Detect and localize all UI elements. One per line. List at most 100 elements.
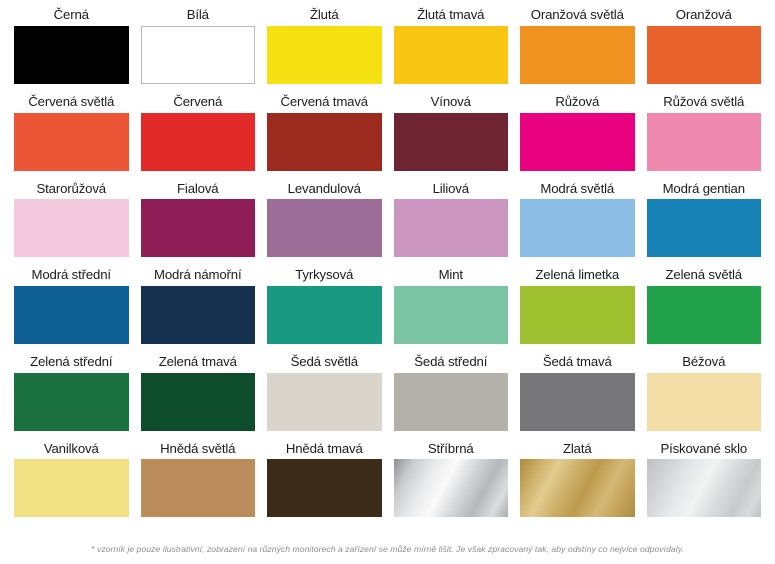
- swatch-cell[interactable]: Tyrkysová: [261, 264, 388, 351]
- swatch-chip[interactable]: [646, 112, 761, 171]
- swatch-label: Hnědá světlá: [160, 440, 236, 456]
- swatch-label: Šedá světlá: [290, 354, 358, 370]
- swatch-cell[interactable]: Béžová: [641, 351, 768, 438]
- swatch-cell[interactable]: Zelená tmavá: [135, 351, 262, 438]
- swatch-cell[interactable]: Hnědá tmavá: [261, 437, 388, 524]
- swatch-chip[interactable]: [520, 286, 635, 345]
- swatch-cell[interactable]: Červená světlá: [8, 91, 135, 178]
- swatch-label: Šedá tmavá: [542, 354, 612, 370]
- swatch-chip[interactable]: [393, 199, 508, 258]
- swatch-chip[interactable]: [140, 459, 255, 518]
- swatch-cell[interactable]: Modrá námořní: [135, 264, 262, 351]
- swatch-cell[interactable]: Modrá střední: [8, 264, 135, 351]
- swatch-cell[interactable]: Zlatá: [514, 437, 641, 524]
- swatch-cell[interactable]: Šedá světlá: [261, 351, 388, 438]
- swatch-chip[interactable]: [14, 372, 129, 431]
- swatch-chip[interactable]: [646, 286, 761, 345]
- swatch-cell[interactable]: Modrá gentian: [641, 177, 768, 264]
- swatch-chip[interactable]: [140, 286, 255, 345]
- swatch-cell[interactable]: Šedá tmavá: [514, 351, 641, 438]
- swatch-label: Oranžová: [675, 7, 732, 23]
- swatch-cell[interactable]: Levandulová: [261, 177, 388, 264]
- swatch-label: Zlatá: [562, 440, 592, 456]
- swatch-label: Růžová světlá: [663, 94, 745, 110]
- swatch-cell[interactable]: Šedá střední: [388, 351, 515, 438]
- swatch-chip[interactable]: [393, 372, 508, 431]
- swatch-chip[interactable]: [267, 286, 382, 345]
- swatch-chip[interactable]: [140, 199, 255, 258]
- swatch-cell[interactable]: Oranžová světlá: [514, 4, 641, 91]
- swatch-label: Mint: [438, 267, 463, 283]
- swatch-chip[interactable]: [393, 286, 508, 345]
- swatch-cell[interactable]: Vínová: [388, 91, 515, 178]
- swatch-label: Šedá střední: [414, 354, 488, 370]
- swatch-cell[interactable]: Modrá světlá: [514, 177, 641, 264]
- swatch-cell[interactable]: Zelená střední: [8, 351, 135, 438]
- swatch-label: Stříbrná: [427, 440, 474, 456]
- swatch-chip[interactable]: [267, 199, 382, 258]
- swatch-label: Červená tmavá: [280, 94, 369, 110]
- swatch-chip[interactable]: [520, 459, 635, 518]
- swatch-label: Starorůžová: [36, 180, 107, 196]
- swatch-label: Pískované sklo: [660, 440, 748, 456]
- swatch-chip[interactable]: [267, 112, 382, 171]
- swatch-chip[interactable]: [267, 372, 382, 431]
- swatch-chip[interactable]: [393, 112, 508, 171]
- swatch-chip[interactable]: [14, 199, 129, 258]
- swatch-cell[interactable]: Červená tmavá: [261, 91, 388, 178]
- swatch-chip[interactable]: [140, 372, 255, 431]
- swatch-cell[interactable]: Červená: [135, 91, 262, 178]
- swatch-cell[interactable]: Bílá: [135, 4, 262, 91]
- swatch-chip[interactable]: [520, 199, 635, 258]
- swatch-cell[interactable]: Starorůžová: [8, 177, 135, 264]
- swatch-label: Růžová: [555, 94, 600, 110]
- swatch-chip[interactable]: [14, 286, 129, 345]
- swatch-cell[interactable]: Růžová: [514, 91, 641, 178]
- swatch-label: Bílá: [186, 7, 209, 23]
- swatch-chip[interactable]: [646, 372, 761, 431]
- swatch-chip[interactable]: [14, 26, 129, 84]
- swatch-chip[interactable]: [267, 459, 382, 518]
- swatch-cell[interactable]: Mint: [388, 264, 515, 351]
- swatch-chip[interactable]: [393, 459, 508, 518]
- swatch-chip[interactable]: [14, 112, 129, 171]
- swatch-label: Červená světlá: [28, 94, 115, 110]
- swatch-chip[interactable]: [520, 26, 635, 84]
- swatch-cell[interactable]: Liliová: [388, 177, 515, 264]
- swatch-cell[interactable]: Žlutá: [261, 4, 388, 91]
- swatch-label: Hnědá tmavá: [285, 440, 363, 456]
- swatch-cell[interactable]: Oranžová: [641, 4, 768, 91]
- swatch-cell[interactable]: Žlutá tmavá: [388, 4, 515, 91]
- swatch-cell[interactable]: Pískované sklo: [641, 437, 768, 524]
- swatch-cell[interactable]: Černá: [8, 4, 135, 91]
- swatch-label: Červená: [173, 94, 223, 110]
- swatch-cell[interactable]: Hnědá světlá: [135, 437, 262, 524]
- swatch-chip[interactable]: [393, 26, 508, 84]
- swatch-cell[interactable]: Zelená limetka: [514, 264, 641, 351]
- swatch-label: Modrá světlá: [540, 180, 615, 196]
- swatch-chip[interactable]: [140, 26, 255, 84]
- swatch-chip[interactable]: [267, 26, 382, 84]
- swatch-label: Žlutá tmavá: [417, 7, 485, 23]
- swatch-chip[interactable]: [646, 199, 761, 258]
- swatch-label: Vanilková: [43, 440, 99, 456]
- swatch-chip[interactable]: [140, 112, 255, 171]
- swatch-cell[interactable]: Růžová světlá: [641, 91, 768, 178]
- swatch-chip[interactable]: [520, 372, 635, 431]
- swatch-label: Zelená tmavá: [158, 354, 237, 370]
- swatch-cell[interactable]: Vanilková: [8, 437, 135, 524]
- swatch-cell[interactable]: Stříbrná: [388, 437, 515, 524]
- swatch-cell[interactable]: Zelená světlá: [641, 264, 768, 351]
- swatch-cell[interactable]: Fialová: [135, 177, 262, 264]
- swatch-chip[interactable]: [520, 112, 635, 171]
- swatch-chip[interactable]: [646, 459, 761, 518]
- swatch-chip[interactable]: [646, 26, 761, 84]
- swatch-label: Zelená střední: [30, 354, 113, 370]
- swatch-label: Tyrkysová: [295, 267, 354, 283]
- swatch-label: Modrá gentian: [662, 180, 746, 196]
- swatch-label: Modrá námořní: [154, 267, 242, 283]
- swatch-chip[interactable]: [14, 459, 129, 518]
- swatch-label: Modrá střední: [31, 267, 112, 283]
- swatch-label: Vínová: [430, 94, 471, 110]
